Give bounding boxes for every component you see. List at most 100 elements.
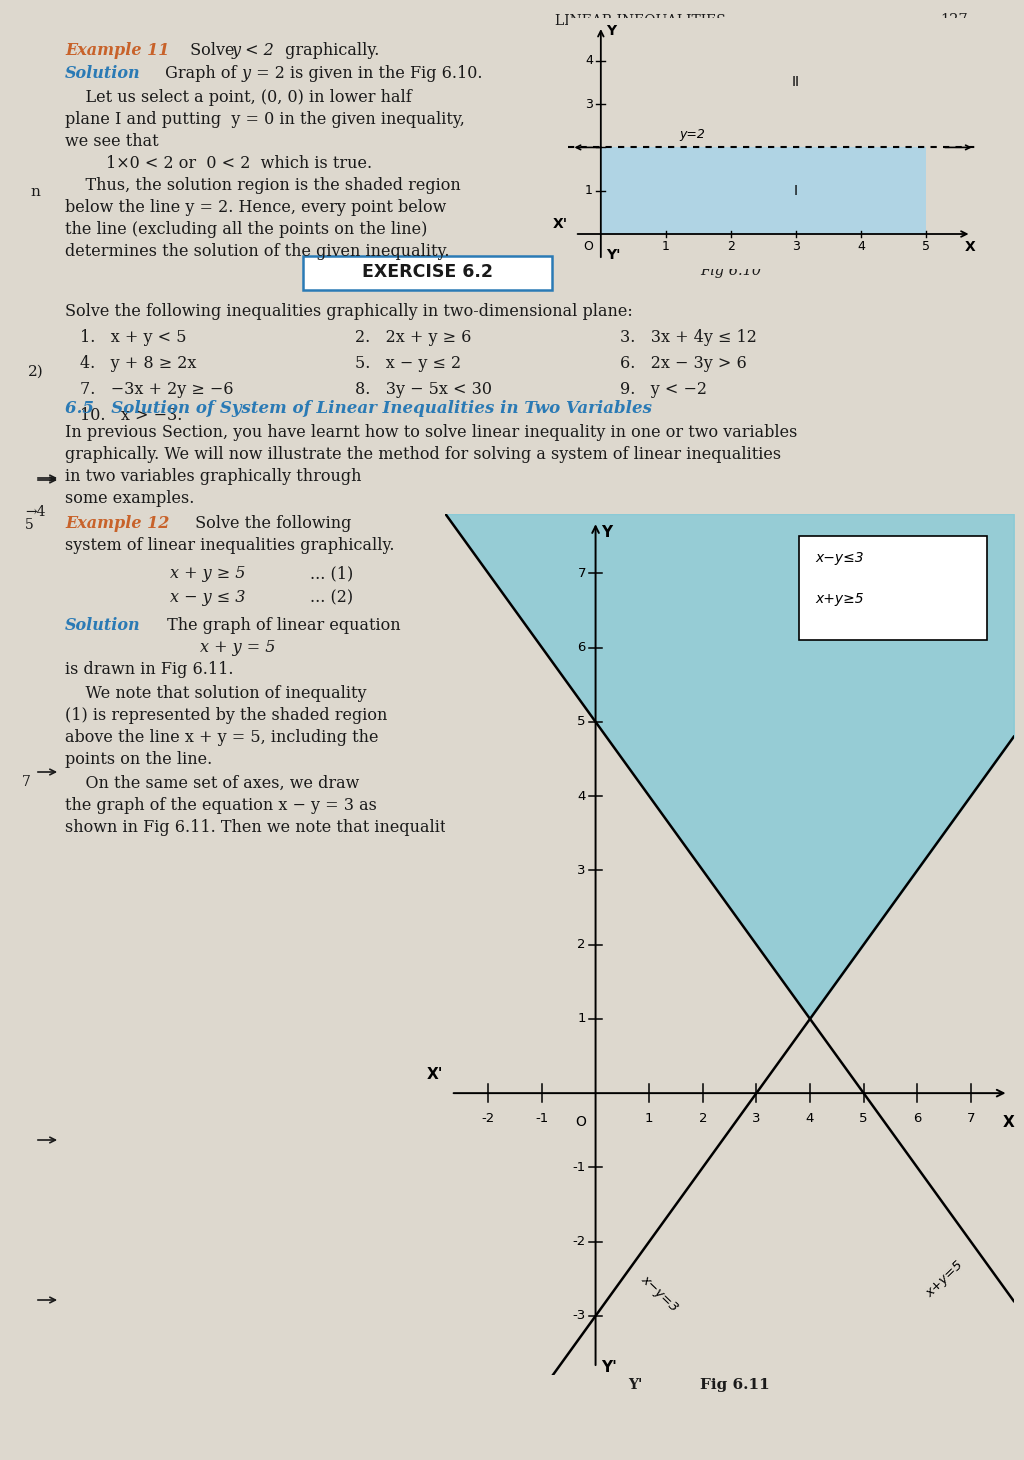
Text: 7: 7 [22, 775, 31, 788]
Text: ... (1): ... (1) [310, 565, 353, 583]
Text: 3: 3 [792, 241, 800, 254]
Text: 6: 6 [578, 641, 586, 654]
Text: -2: -2 [481, 1111, 495, 1124]
Text: 1: 1 [645, 1111, 653, 1124]
Text: 3.   3x + 4y ≤ 12: 3. 3x + 4y ≤ 12 [620, 328, 757, 346]
Text: Let us select a point, (0, 0) in lower half: Let us select a point, (0, 0) in lower h… [65, 89, 412, 107]
Text: Example 11: Example 11 [65, 42, 169, 58]
Text: 2.   2x + y ≥ 6: 2. 2x + y ≥ 6 [355, 328, 471, 346]
Text: x−y≤3: x−y≤3 [815, 550, 864, 565]
Text: 4: 4 [578, 790, 586, 803]
Text: Thus, the solution region is the shaded region: Thus, the solution region is the shaded … [65, 177, 461, 194]
Text: We note that solution of inequality: We note that solution of inequality [65, 685, 367, 702]
Text: y=2: y=2 [679, 128, 705, 142]
Text: -1: -1 [572, 1161, 586, 1174]
Text: x + y ≥ 5: x + y ≥ 5 [170, 565, 246, 583]
Text: -3: -3 [572, 1310, 586, 1323]
Text: Solve: Solve [185, 42, 240, 58]
Text: I: I [794, 184, 798, 197]
Text: Solution: Solution [65, 618, 140, 634]
Text: is drawn in Fig 6.11.: is drawn in Fig 6.11. [65, 661, 233, 677]
Text: X: X [965, 241, 976, 254]
Text: below the line y = 2. Hence, every point below: below the line y = 2. Hence, every point… [65, 199, 446, 216]
Text: Fig 6.10: Fig 6.10 [700, 264, 761, 277]
Text: In previous Section, you have learnt how to solve linear inequality in one or tw: In previous Section, you have learnt how… [65, 423, 798, 441]
Text: graphically. We will now illustrate the method for solving a system of linear in: graphically. We will now illustrate the … [65, 445, 781, 463]
Text: EXERCISE 6.2: EXERCISE 6.2 [361, 263, 493, 280]
Text: O: O [583, 241, 593, 254]
Text: Solution: Solution [65, 66, 140, 82]
Text: Y': Y' [606, 248, 621, 263]
Text: 5: 5 [578, 715, 586, 729]
Text: Example 12: Example 12 [65, 515, 169, 531]
Text: (1) is represented by the shaded region: (1) is represented by the shaded region [65, 707, 387, 724]
Text: the line (excluding all the points on the line): the line (excluding all the points on th… [65, 220, 427, 238]
Text: →4: →4 [25, 505, 45, 518]
Text: X: X [1004, 1115, 1015, 1130]
Text: x+y≥5: x+y≥5 [815, 591, 864, 606]
Text: Y': Y' [628, 1378, 642, 1391]
Text: -2: -2 [572, 1235, 586, 1248]
Text: Graph of: Graph of [160, 66, 242, 82]
Text: above the line x + y = 5, including the: above the line x + y = 5, including the [65, 729, 379, 746]
Text: x + y = 5: x + y = 5 [200, 639, 275, 656]
Text: 9.   y < −2: 9. y < −2 [620, 381, 707, 399]
Text: n: n [30, 185, 40, 199]
Text: 8.   3y − 5x < 30: 8. 3y − 5x < 30 [355, 381, 492, 399]
Text: 5: 5 [859, 1111, 868, 1124]
Text: LINEAR INEQUALITIES: LINEAR INEQUALITIES [555, 13, 726, 26]
Text: = 2 is given in the Fig 6.10.: = 2 is given in the Fig 6.10. [251, 66, 482, 82]
Text: 1.   x + y < 5: 1. x + y < 5 [80, 328, 186, 346]
Text: y: y [242, 66, 251, 82]
Text: 7: 7 [578, 566, 586, 580]
Polygon shape [601, 147, 926, 234]
Text: Fig 6.11: Fig 6.11 [700, 1378, 770, 1391]
Text: points on the line.: points on the line. [65, 750, 212, 768]
Text: 3: 3 [753, 1111, 761, 1124]
Text: 5: 5 [922, 241, 930, 254]
Text: O: O [575, 1115, 586, 1130]
Text: 5: 5 [25, 518, 34, 531]
Text: 7: 7 [967, 1111, 975, 1124]
Text: On the same set of axes, we draw: On the same set of axes, we draw [65, 775, 359, 791]
Text: 2: 2 [727, 241, 735, 254]
Text: 6.5   Solution of System of Linear Inequalities in Two Variables: 6.5 Solution of System of Linear Inequal… [65, 400, 652, 418]
Text: 1×0 < 2 or  0 < 2  which is true.: 1×0 < 2 or 0 < 2 which is true. [65, 155, 372, 172]
Text: x − y ≤ 3: x − y ≤ 3 [170, 588, 246, 606]
Text: 6: 6 [913, 1111, 922, 1124]
Text: The graph of linear equation: The graph of linear equation [162, 618, 400, 634]
Bar [800, 536, 987, 639]
Text: determines the solution of the given inequality.: determines the solution of the given ine… [65, 242, 450, 260]
Text: the graph of the equation x − y = 3 as: the graph of the equation x − y = 3 as [65, 797, 377, 815]
Text: plane I and putting  y = 0 in the given inequality,: plane I and putting y = 0 in the given i… [65, 111, 465, 128]
Text: 1: 1 [578, 1012, 586, 1025]
Text: -1: -1 [536, 1111, 549, 1124]
Text: 127: 127 [940, 13, 968, 26]
Text: 4: 4 [585, 54, 593, 67]
Text: 6.   2x − 3y > 6: 6. 2x − 3y > 6 [620, 355, 746, 372]
Text: 1: 1 [585, 184, 593, 197]
Text: x+y=5: x+y=5 [923, 1259, 966, 1299]
Text: Y: Y [606, 23, 616, 38]
Text: we see that: we see that [65, 133, 159, 150]
Text: y < 2: y < 2 [232, 42, 274, 58]
Text: X': X' [426, 1067, 442, 1082]
FancyBboxPatch shape [303, 255, 552, 291]
Text: 7.   −3x + 2y ≥ −6: 7. −3x + 2y ≥ −6 [80, 381, 233, 399]
Text: 3: 3 [585, 98, 593, 111]
Text: 2: 2 [698, 1111, 707, 1124]
Text: ... (2): ... (2) [310, 588, 353, 606]
Text: Solve the following: Solve the following [190, 515, 351, 531]
Text: 5.   x − y ≤ 2: 5. x − y ≤ 2 [355, 355, 461, 372]
Text: Solve the following inequalities graphically in two-dimensional plane:: Solve the following inequalities graphic… [65, 304, 633, 320]
Text: system of linear inequalities graphically.: system of linear inequalities graphicall… [65, 537, 394, 553]
Text: 4: 4 [806, 1111, 814, 1124]
Text: 4.   y + 8 ≥ 2x: 4. y + 8 ≥ 2x [80, 355, 197, 372]
Text: Y: Y [601, 526, 612, 540]
Text: II: II [792, 76, 800, 89]
Text: in two variables graphically through: in two variables graphically through [65, 469, 361, 485]
Text: shown in Fig 6.11. Then we note that inequality (2) represents the shaded region: shown in Fig 6.11. Then we note that ine… [65, 819, 781, 837]
Text: 2: 2 [578, 939, 586, 950]
Text: some examples.: some examples. [65, 491, 195, 507]
Text: Y': Y' [601, 1361, 616, 1375]
